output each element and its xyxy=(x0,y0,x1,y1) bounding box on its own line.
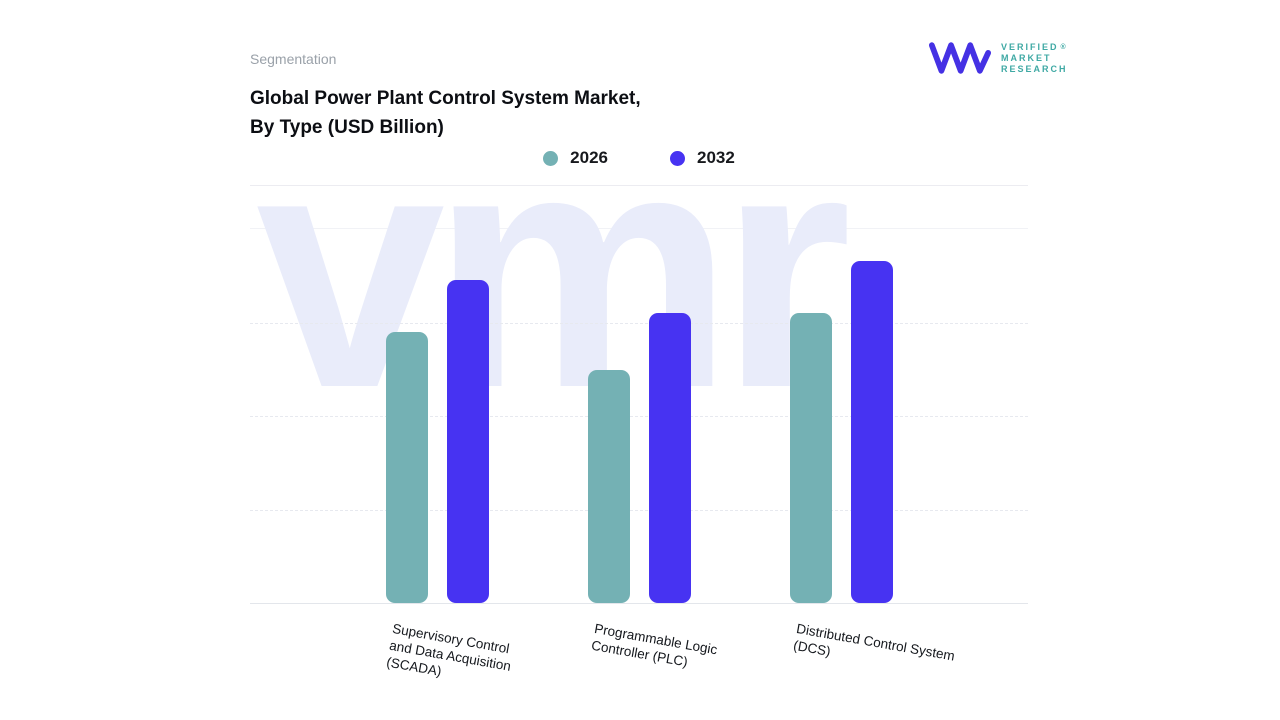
x-axis-label-2: Programmable Logic Controller (PLC) xyxy=(590,620,719,670)
x-axis-labels: Supervisory Control and Data Acquisition(… xyxy=(250,620,1028,715)
eyebrow-label: Segmentation xyxy=(250,51,337,67)
bar-2026-1 xyxy=(386,332,428,603)
bar-2026-2 xyxy=(588,370,630,603)
chart-title-line-1: Global Power Plant Control System Market… xyxy=(250,88,641,109)
registered-mark: ® xyxy=(1060,43,1068,51)
bar-2032-2 xyxy=(649,313,691,603)
bar-group-3 xyxy=(790,261,893,603)
bar-2032-1 xyxy=(447,280,489,603)
chart-legend: 2026 2032 xyxy=(250,148,1028,168)
bar-2032-3 xyxy=(851,261,893,603)
gridline xyxy=(250,416,1028,417)
logo-text-line-1: VERIFIED ® xyxy=(1001,41,1068,52)
legend-dot-2026-icon xyxy=(543,150,559,166)
legend-dot-2032-icon xyxy=(670,150,685,166)
vmr-logo-icon xyxy=(928,42,992,74)
brand-logo-text: VERIFIED ® MARKET RESEARCH xyxy=(1001,42,1068,75)
brand-logo: VERIFIED ® MARKET RESEARCH xyxy=(928,38,1068,78)
logo-text-line-2: MARKET xyxy=(1001,52,1052,63)
header-divider xyxy=(250,185,1028,186)
legend-item-2032: 2032 xyxy=(670,148,735,168)
x-axis-label-3: Distributed Control System (DCS) xyxy=(792,620,956,664)
legend-item-2026: 2026 xyxy=(543,148,608,168)
gridline xyxy=(250,509,1028,511)
chart-title-line-2: By Type (USD Billion) xyxy=(250,117,444,138)
legend-label-2026: 2026 xyxy=(570,148,608,167)
bar-group-1 xyxy=(386,280,489,603)
chart-title: Global Power Plant Control System Market… xyxy=(250,84,641,142)
legend-label-2032: 2032 xyxy=(697,148,735,167)
bar-2026-3 xyxy=(790,313,832,603)
logo-text-line-3: RESEARCH xyxy=(1001,63,1068,74)
bar-group-2 xyxy=(588,313,691,603)
gridline xyxy=(250,322,1028,324)
plot-area: vmr xyxy=(250,99,1028,604)
x-axis-label-1: Supervisory Control and Data Acquisition(… xyxy=(385,620,513,679)
